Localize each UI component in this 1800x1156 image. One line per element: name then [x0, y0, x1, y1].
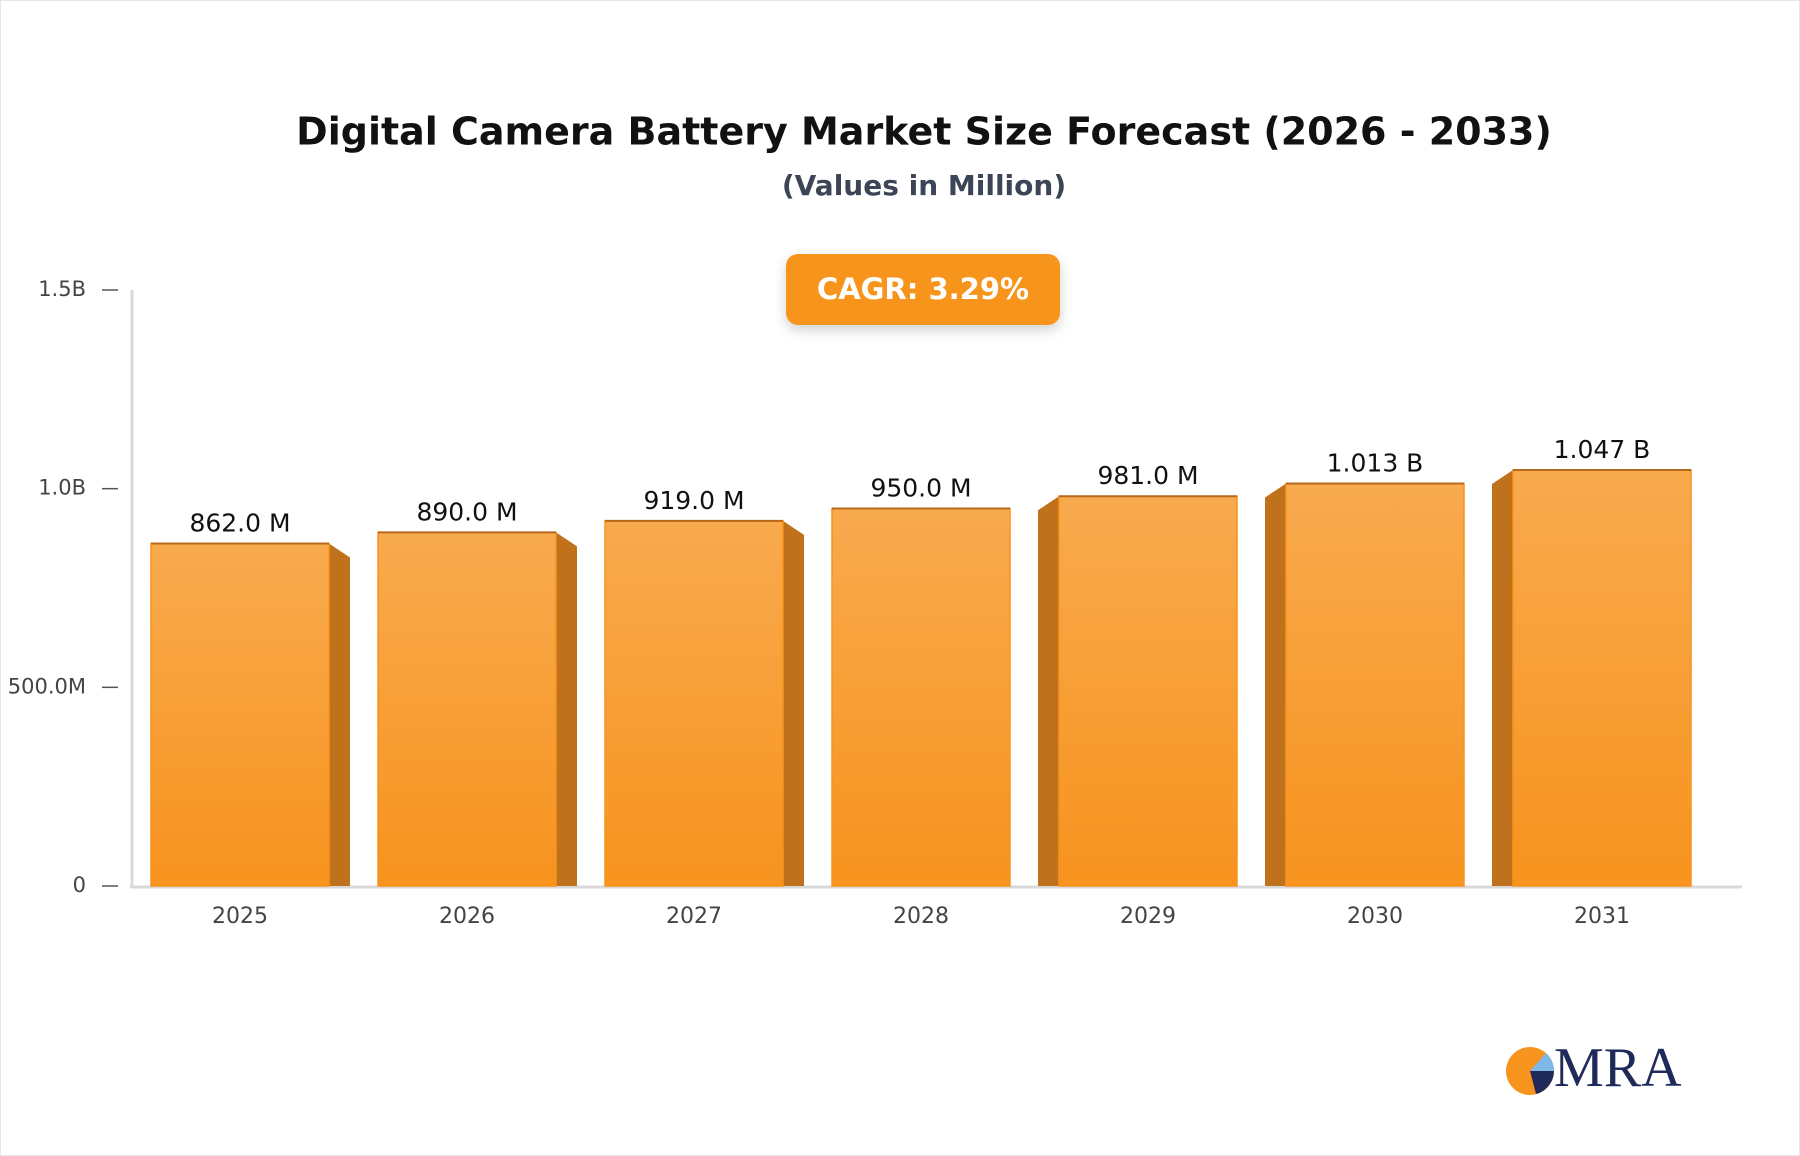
- y-tick-label: 500.0M: [8, 674, 86, 698]
- bar-side: [329, 543, 350, 886]
- logo-slice: [1530, 1053, 1555, 1071]
- bar-side: [1038, 496, 1059, 886]
- bar-side: [783, 520, 804, 886]
- bar: [1285, 482, 1465, 887]
- value-label: 950.0 M: [870, 474, 971, 503]
- x-tick-label: 2028: [893, 904, 949, 929]
- chart-title: Digital Camera Battery Market Size Forec…: [296, 110, 1552, 154]
- bar-side: [1492, 469, 1513, 886]
- y-tick-label: 1.5B: [38, 277, 86, 301]
- logo-text: MRA: [1554, 1037, 1682, 1099]
- bar: [831, 507, 1011, 887]
- x-tick-label: 2026: [439, 904, 495, 929]
- bar-side: [1265, 483, 1286, 886]
- value-label: 981.0 M: [1097, 461, 1198, 490]
- y-tick-label: 1.0B: [38, 476, 86, 500]
- bar: [1512, 469, 1692, 887]
- bar: [604, 520, 784, 887]
- annotation: CAGR: 3.29%: [817, 272, 1029, 306]
- logo: MRA: [1506, 1037, 1682, 1099]
- value-label: 862.0 M: [189, 508, 290, 537]
- value-label: 890.0 M: [416, 497, 517, 526]
- x-tick-label: 2030: [1347, 904, 1403, 929]
- x-tick-label: 2025: [212, 904, 268, 929]
- x-tick-label: 2029: [1120, 904, 1176, 929]
- value-label: 919.0 M: [643, 486, 744, 515]
- y-tick-label: 0: [73, 873, 86, 897]
- bar: [1058, 495, 1238, 887]
- chart-subtitle: (Values in Million): [782, 169, 1066, 202]
- x-tick-label: 2031: [1574, 904, 1630, 929]
- x-tick-label: 2027: [666, 904, 722, 929]
- logo-slice: [1530, 1071, 1554, 1094]
- bar: [150, 542, 330, 887]
- value-label: 1.013 B: [1327, 449, 1424, 478]
- annotation-box: [786, 254, 1060, 325]
- value-label: 1.047 B: [1554, 435, 1651, 464]
- bar: [377, 531, 557, 887]
- bar-side: [556, 532, 577, 886]
